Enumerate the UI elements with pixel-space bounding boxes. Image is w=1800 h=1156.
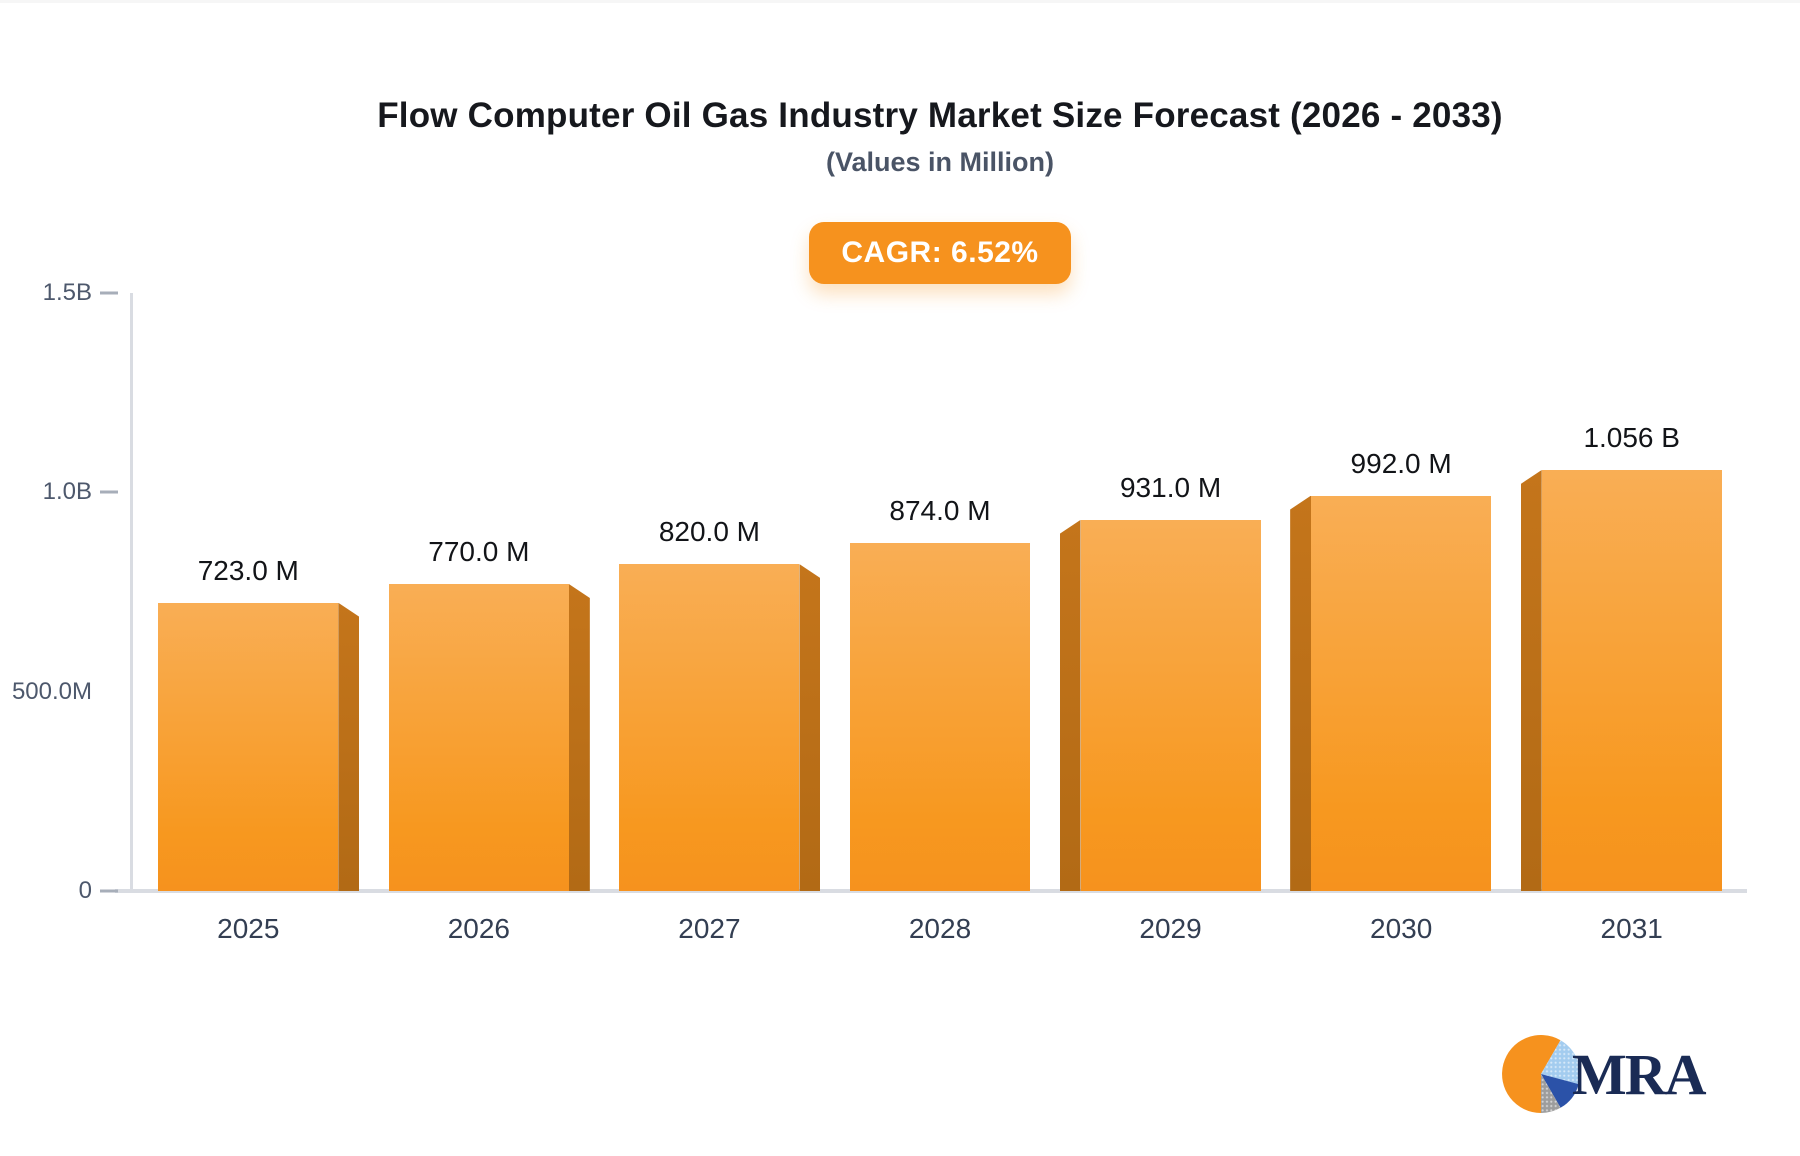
x-axis-label-2029: 2029	[1139, 913, 1202, 944]
x-axis-label-2031: 2031	[1600, 913, 1663, 944]
y-tick-label-500.0M: 500.0M	[11, 677, 92, 705]
y-tick-label-0: 0	[78, 877, 92, 904]
bar-value-label-2029: 931.0 M	[1119, 471, 1222, 503]
plot-area: 723.0 M 770.0 M 820.0 M 874.0 M 931.0 M 992.0…	[133, 293, 1747, 891]
bar-side-2031	[1520, 470, 1542, 891]
y-tick-label-1.5B: 1.5B	[42, 279, 92, 306]
bar-value-label-2025: 723.0 M	[197, 554, 299, 586]
bar-value-label-2030: 992.0 M	[1350, 447, 1452, 479]
bar-side-2027	[799, 564, 821, 891]
y-tick-mark-0	[100, 889, 118, 893]
mra-logo: MRA	[1502, 1035, 1707, 1113]
chart-header: Flow Computer Oil Gas Industry Market Si…	[133, 3, 1747, 284]
x-axis-label-2028: 2028	[908, 913, 972, 944]
y-tick-label-1.0B: 1.0B	[42, 478, 92, 506]
bar-value-label-2027: 820.0 M	[658, 516, 761, 548]
y-axis-line	[130, 293, 133, 891]
x-axis-baseline	[115, 889, 1747, 893]
x-axis-label-2030: 2030	[1369, 913, 1433, 944]
chart-subtitle: (Values in Million)	[825, 147, 1055, 177]
x-axis-label-2025: 2025	[217, 913, 280, 944]
cagr-badge: CAGR: 6.52%	[809, 222, 1071, 284]
bar-2030	[1311, 495, 1492, 891]
bar-value-label-2026: 770.0 M	[428, 536, 530, 568]
x-axis-label-2026: 2026	[447, 913, 510, 944]
bar-side-2025	[338, 602, 360, 891]
bar-side-2026	[568, 584, 590, 891]
mra-logo-pie-icon	[1502, 1035, 1580, 1113]
bar-2025	[158, 602, 339, 891]
x-axis-label-2027: 2027	[678, 913, 741, 944]
bar-2028	[850, 542, 1030, 891]
bar-2031	[1541, 470, 1722, 891]
bar-value-label-2031: 1.056 B	[1583, 422, 1680, 453]
bar-side-2030	[1290, 495, 1312, 891]
bar-2027	[619, 564, 800, 891]
bar-2029	[1080, 519, 1261, 891]
bar-2026	[388, 584, 569, 891]
y-tick-mark-1.5B	[100, 291, 118, 295]
mra-logo-text: MRA	[1572, 1041, 1707, 1107]
bar-value-label-2028: 874.0 M	[889, 494, 991, 526]
bar-side-2029	[1059, 519, 1081, 891]
y-tick-mark-1.0B	[100, 490, 118, 494]
chart-title: Flow Computer Oil Gas Industry Market Si…	[377, 96, 1503, 135]
